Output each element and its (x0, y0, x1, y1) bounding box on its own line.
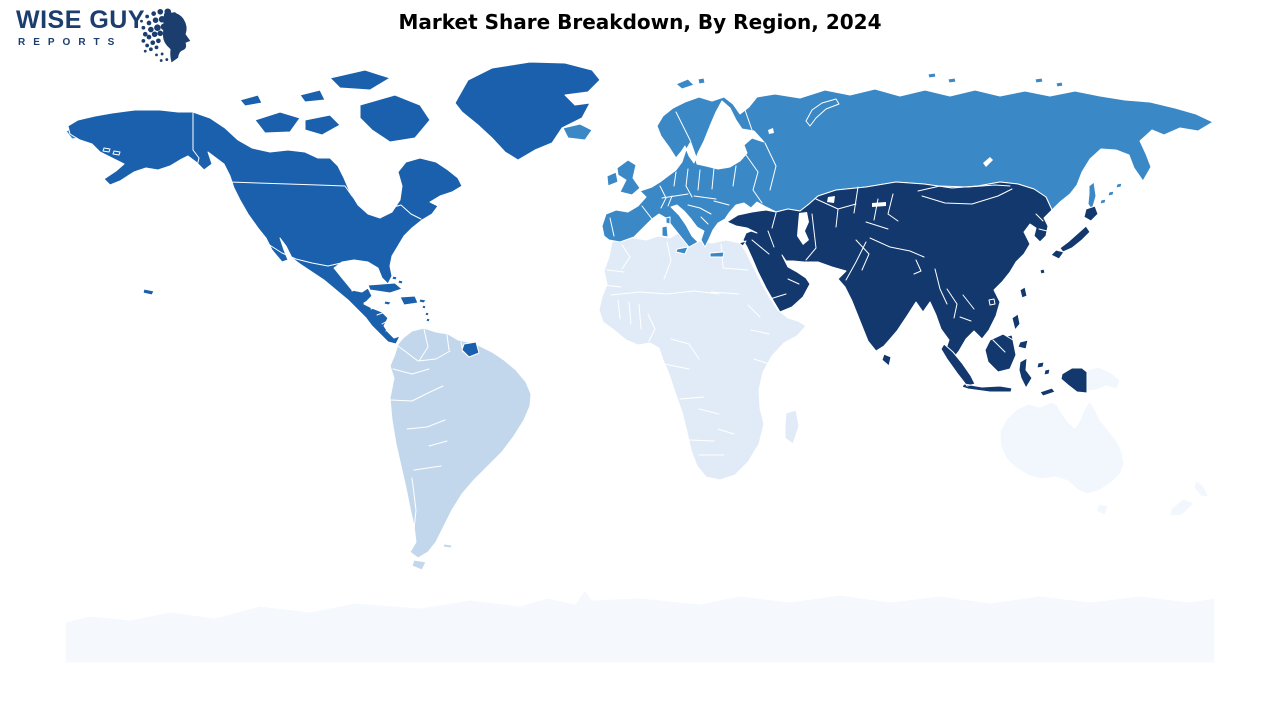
canadian-arctic-islands (239, 69, 431, 143)
japan (1039, 205, 1099, 275)
logo-wordmark: WISE GUY (16, 6, 146, 34)
south-america-islands (411, 543, 453, 571)
antarctica-shape (64, 589, 1216, 664)
region-africa (598, 231, 807, 481)
europe-islands (661, 72, 1064, 258)
europe-borders (609, 101, 777, 237)
indonesia-malaysia (940, 333, 1088, 397)
region-asia-pacific (726, 181, 1099, 397)
north-america-borders (192, 112, 422, 332)
sakhalin-kurils (1087, 181, 1123, 211)
region-south-america (389, 327, 532, 571)
region-antarctica (64, 589, 1216, 664)
region-europe-russia (65, 72, 1214, 258)
north-america-mainland (67, 109, 463, 345)
greenland (454, 61, 601, 161)
eurasia-light-mainland (601, 88, 1214, 248)
madagascar (784, 409, 800, 445)
tasmania (1095, 503, 1109, 516)
asia-islands (738, 240, 1029, 367)
caribbean-and-islands (102, 147, 431, 323)
region-oceania (999, 366, 1210, 517)
south-america-borders (390, 328, 464, 541)
south-america-mainland (389, 327, 532, 559)
region-north-america (67, 61, 601, 358)
chart-title: Market Share Breakdown, By Region, 2024 (398, 10, 882, 34)
french-guiana (461, 341, 480, 358)
africa-borders (602, 241, 770, 456)
logo-head-icon (140, 8, 191, 63)
logo-subtext: REPORTS (18, 37, 123, 48)
new-zealand (1169, 479, 1210, 517)
logo: WISE GUY REPORTS (16, 8, 216, 70)
australia (999, 400, 1125, 495)
iceland (562, 123, 593, 141)
british-isles (606, 159, 641, 196)
asia-borders (751, 184, 1048, 353)
papua-new-guinea (1086, 366, 1121, 392)
